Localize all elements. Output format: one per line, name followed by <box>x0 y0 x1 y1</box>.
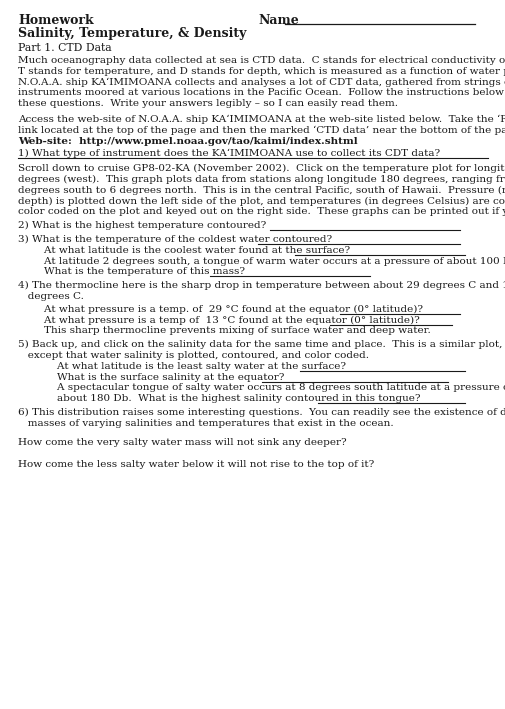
Text: Access the web-site of N.O.A.A. ship KAʻIMIMOANA at the web-site listed below.  : Access the web-site of N.O.A.A. ship KAʻ… <box>18 115 505 124</box>
Text: these questions.  Write your answers legibly – so I can easily read them.: these questions. Write your answers legi… <box>18 99 398 108</box>
Text: A spectacular tongue of salty water occurs at 8 degrees south latitude at a pres: A spectacular tongue of salty water occu… <box>18 384 505 392</box>
Text: degrees (west).  This graph plots data from stations along longitude 180 degrees: degrees (west). This graph plots data fr… <box>18 175 505 184</box>
Text: about 180 Db.  What is the highest salinity contoured in this tongue?: about 180 Db. What is the highest salini… <box>18 394 421 403</box>
Text: except that water salinity is plotted, contoured, and color coded.: except that water salinity is plotted, c… <box>18 351 369 360</box>
Text: 2) What is the highest temperature contoured?: 2) What is the highest temperature conto… <box>18 221 266 230</box>
Text: color coded on the plot and keyed out on the right side.  These graphs can be pr: color coded on the plot and keyed out on… <box>18 208 505 216</box>
Text: How come the less salty water below it will not rise to the top of it?: How come the less salty water below it w… <box>18 460 374 469</box>
Text: Homework: Homework <box>18 14 93 27</box>
Text: 5) Back up, and click on the salinity data for the same time and place.  This is: 5) Back up, and click on the salinity da… <box>18 340 502 350</box>
Text: Salinity, Temperature, & Density: Salinity, Temperature, & Density <box>18 27 246 40</box>
Text: At what pressure is a temp. of  29 °C found at the equator (0° latitude)?: At what pressure is a temp. of 29 °C fou… <box>18 305 423 314</box>
Text: This sharp thermocline prevents mixing of surface water and deep water.: This sharp thermocline prevents mixing o… <box>18 326 431 335</box>
Text: Part 1. CTD Data: Part 1. CTD Data <box>18 43 112 53</box>
Text: At latitude 2 degrees south, a tongue of warm water occurs at a pressure of abou: At latitude 2 degrees south, a tongue of… <box>18 257 505 266</box>
Text: Name: Name <box>258 14 299 27</box>
Text: 1) What type of instrument does the KAʻIMIMOANA use to collect its CDT data?: 1) What type of instrument does the KAʻI… <box>18 148 440 157</box>
Text: At what latitude is the coolest water found at the surface?: At what latitude is the coolest water fo… <box>18 246 350 255</box>
Text: instruments moored at various locations in the Pacific Ocean.  Follow the instru: instruments moored at various locations … <box>18 89 505 97</box>
Text: How come the very salty water mass will not sink any deeper?: How come the very salty water mass will … <box>18 437 346 447</box>
Text: Web-site:  http://www.pmel.noaa.gov/tao/kaimi/index.shtml: Web-site: http://www.pmel.noaa.gov/tao/k… <box>18 137 358 145</box>
Text: degrees C.: degrees C. <box>18 292 84 301</box>
Text: Much oceanography data collected at sea is CTD data.  C stands for electrical co: Much oceanography data collected at sea … <box>18 56 505 65</box>
Text: At what pressure is a temp of  13 °C found at the equator (0° latitude)?: At what pressure is a temp of 13 °C foun… <box>18 316 420 325</box>
Text: 4) The thermocline here is the sharp drop in temperature between about 29 degree: 4) The thermocline here is the sharp dro… <box>18 281 505 290</box>
Text: 6) This distribution raises some interesting questions.  You can readily see the: 6) This distribution raises some interes… <box>18 408 505 417</box>
Text: degrees south to 6 degrees north.  This is in the central Pacific, south of Hawa: degrees south to 6 degrees north. This i… <box>18 186 505 195</box>
Text: link located at the top of the page and then the marked ‘CTD data’ near the bott: link located at the top of the page and … <box>18 125 505 135</box>
Text: N.O.A.A. ship KAʻIMIMOANA collects and analyses a lot of CDT data, gathered from: N.O.A.A. ship KAʻIMIMOANA collects and a… <box>18 77 505 87</box>
Text: Scroll down to cruise GP8-02-KA (November 2002).  Click on the temperature plot : Scroll down to cruise GP8-02-KA (Novembe… <box>18 164 505 173</box>
Text: 3) What is the temperature of the coldest water contoured?: 3) What is the temperature of the coldes… <box>18 235 332 244</box>
Text: masses of varying salinities and temperatures that exist in the ocean.: masses of varying salinities and tempera… <box>18 419 393 428</box>
Text: What is the surface salinity at the equator?: What is the surface salinity at the equa… <box>18 373 284 381</box>
Text: At what latitude is the least salty water at the surface?: At what latitude is the least salty wate… <box>18 362 346 371</box>
Text: T stands for temperature, and D stands for depth, which is measured as a functio: T stands for temperature, and D stands f… <box>18 67 505 76</box>
Text: depth) is plotted down the left side of the plot, and temperatures (in degrees C: depth) is plotted down the left side of … <box>18 196 505 206</box>
Text: What is the temperature of this mass?: What is the temperature of this mass? <box>18 267 245 277</box>
